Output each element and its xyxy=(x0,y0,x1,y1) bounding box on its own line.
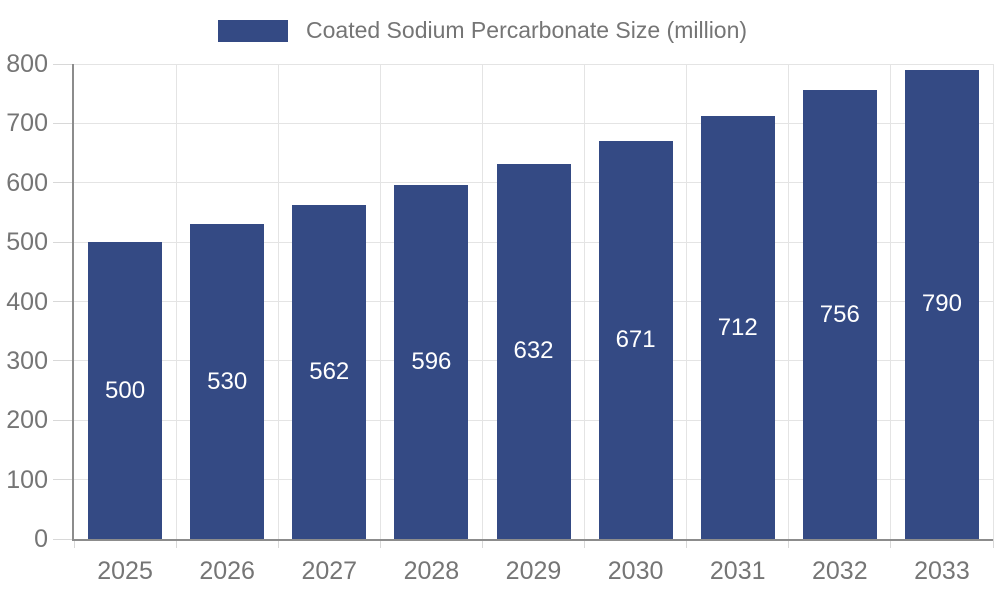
gridline-vertical xyxy=(481,64,483,539)
bar[interactable] xyxy=(802,90,877,539)
bar-value-label: 712 xyxy=(717,313,758,341)
y-tick-label: 600 xyxy=(6,168,48,197)
x-axis-tick xyxy=(277,539,279,548)
x-axis-tick xyxy=(992,539,994,548)
gridline-horizontal xyxy=(74,63,993,65)
bar-value-label: 671 xyxy=(615,325,656,353)
x-tick-label: 2031 xyxy=(709,557,766,585)
y-axis-tick xyxy=(53,63,74,65)
bar-value-label: 562 xyxy=(309,358,350,386)
y-tick-label: 700 xyxy=(6,109,48,138)
y-axis-tick xyxy=(53,122,74,124)
x-tick-label: 2026 xyxy=(199,557,255,585)
bar-value-label: 756 xyxy=(819,300,860,328)
x-tick-label: 2028 xyxy=(403,557,460,585)
gridline-horizontal xyxy=(74,122,993,124)
x-axis-tick xyxy=(73,539,75,548)
y-tick-label: 800 xyxy=(6,50,48,78)
gridline-vertical xyxy=(992,64,994,539)
bar[interactable] xyxy=(598,140,673,539)
x-axis-tick xyxy=(788,539,790,548)
bar[interactable] xyxy=(190,224,265,539)
gridline-vertical xyxy=(686,64,688,539)
y-tick-label: 200 xyxy=(6,406,48,435)
bar[interactable] xyxy=(88,242,163,539)
bar[interactable] xyxy=(904,69,979,539)
x-tick-label: 2027 xyxy=(301,557,358,585)
y-axis-tick xyxy=(53,538,74,540)
y-tick-label: 400 xyxy=(6,287,48,316)
gridline-vertical xyxy=(584,64,586,539)
x-tick-label: 2025 xyxy=(97,557,153,585)
y-axis-tick xyxy=(53,241,74,243)
x-axis-tick xyxy=(890,539,892,548)
x-axis-tick xyxy=(379,539,381,548)
bar[interactable] xyxy=(496,163,571,539)
y-tick-label: 0 xyxy=(34,525,48,553)
x-axis-tick xyxy=(584,539,586,548)
y-axis-tick xyxy=(53,182,74,184)
gridline-vertical xyxy=(890,64,892,539)
bar-value-label: 790 xyxy=(921,290,962,318)
x-axis-tick xyxy=(175,539,177,548)
legend-item[interactable]: Coated Sodium Percarbonate Size (million… xyxy=(218,17,747,44)
y-axis-tick xyxy=(53,419,74,421)
y-axis-tick xyxy=(53,479,74,481)
bar-value-label: 530 xyxy=(207,367,248,395)
legend-label: Coated Sodium Percarbonate Size (million… xyxy=(306,17,748,43)
x-axis-tick xyxy=(481,539,483,548)
y-tick-label: 300 xyxy=(6,346,48,375)
x-tick-label: 2032 xyxy=(812,557,868,585)
gridline-vertical xyxy=(277,64,279,539)
bar-value-label: 632 xyxy=(513,337,554,365)
y-tick-label: 500 xyxy=(6,228,48,257)
y-axis-tick xyxy=(53,301,74,302)
bar[interactable] xyxy=(700,116,775,539)
x-tick-label: 2029 xyxy=(505,557,562,585)
bar-value-label: 500 xyxy=(105,376,146,404)
y-axis-tick xyxy=(53,360,74,362)
x-tick-label: 2030 xyxy=(607,557,664,585)
gridline-vertical xyxy=(788,64,790,539)
x-axis-tick xyxy=(686,539,688,548)
bar[interactable] xyxy=(394,185,469,539)
y-tick-label: 100 xyxy=(6,465,48,494)
legend-swatch xyxy=(218,19,288,42)
x-tick-label: 2033 xyxy=(914,557,970,585)
y-axis-line xyxy=(72,64,74,541)
x-axis-line xyxy=(72,539,993,541)
bar-value-label: 596 xyxy=(411,348,452,376)
gridline-vertical xyxy=(175,64,177,539)
gridline-vertical xyxy=(379,64,381,539)
bar[interactable] xyxy=(292,205,367,539)
